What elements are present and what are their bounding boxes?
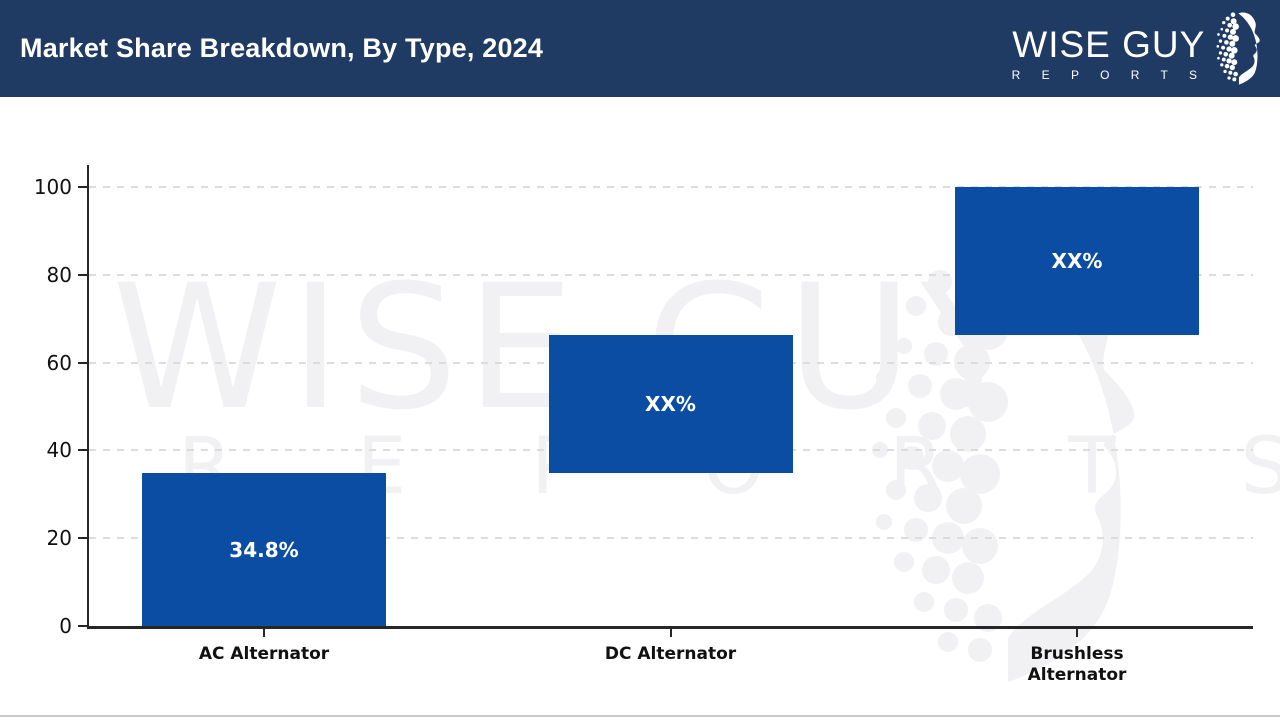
- brand-face-icon: [1216, 12, 1260, 85]
- bottom-divider: [0, 715, 1280, 717]
- y-tick-60: [78, 361, 87, 364]
- y-tick-label: 0: [59, 614, 72, 638]
- y-tick-100: [78, 185, 87, 188]
- y-axis-line: [87, 165, 89, 628]
- y-tick-80: [78, 273, 87, 276]
- category-label: AC Alternator: [198, 644, 330, 664]
- x-tick: [263, 629, 265, 637]
- header-bar: Market Share Breakdown, By Type, 2024 WI…: [0, 0, 1280, 97]
- bar-segment: XX%: [548, 334, 793, 474]
- brand-text: WISE GUY R E P O R T S: [1012, 26, 1206, 82]
- bar-value-label: XX%: [645, 392, 696, 417]
- brand-subtitle: R E P O R T S: [1011, 68, 1206, 82]
- y-tick-label: 20: [46, 526, 72, 551]
- category-label: DC Alternator: [604, 644, 737, 664]
- gridline-100: [89, 185, 1253, 188]
- y-tick-0: [78, 625, 87, 627]
- bar-value-label: 34.8%: [229, 537, 299, 562]
- bar-segment: 34.8%: [142, 473, 386, 626]
- bar-segment: XX%: [955, 186, 1199, 335]
- plot-area: 0 20 40 60 80 100 34.8% AC Alternator XX% DC Alte…: [34, 165, 1253, 685]
- bar-value-label: XX%: [1051, 248, 1103, 273]
- x-tick: [669, 629, 672, 637]
- y-tick-label: 60: [46, 350, 72, 375]
- brand-name: WISE GUY: [1012, 24, 1206, 65]
- page-title: Market Share Breakdown, By Type, 2024: [20, 33, 544, 63]
- y-tick-20: [78, 537, 87, 540]
- y-tick-label: 80: [46, 262, 72, 287]
- x-axis-line: [87, 626, 1253, 629]
- y-tick-label: 100: [33, 174, 72, 199]
- gridline-80: [89, 273, 1253, 276]
- gridline-20: [89, 537, 1253, 540]
- y-tick-40: [78, 449, 87, 452]
- y-tick-label: 40: [46, 438, 72, 463]
- x-tick: [1076, 629, 1078, 637]
- brand-logo: WISE GUY R E P O R T S: [1012, 8, 1266, 90]
- category-label: Brushless Alternator: [1027, 644, 1127, 686]
